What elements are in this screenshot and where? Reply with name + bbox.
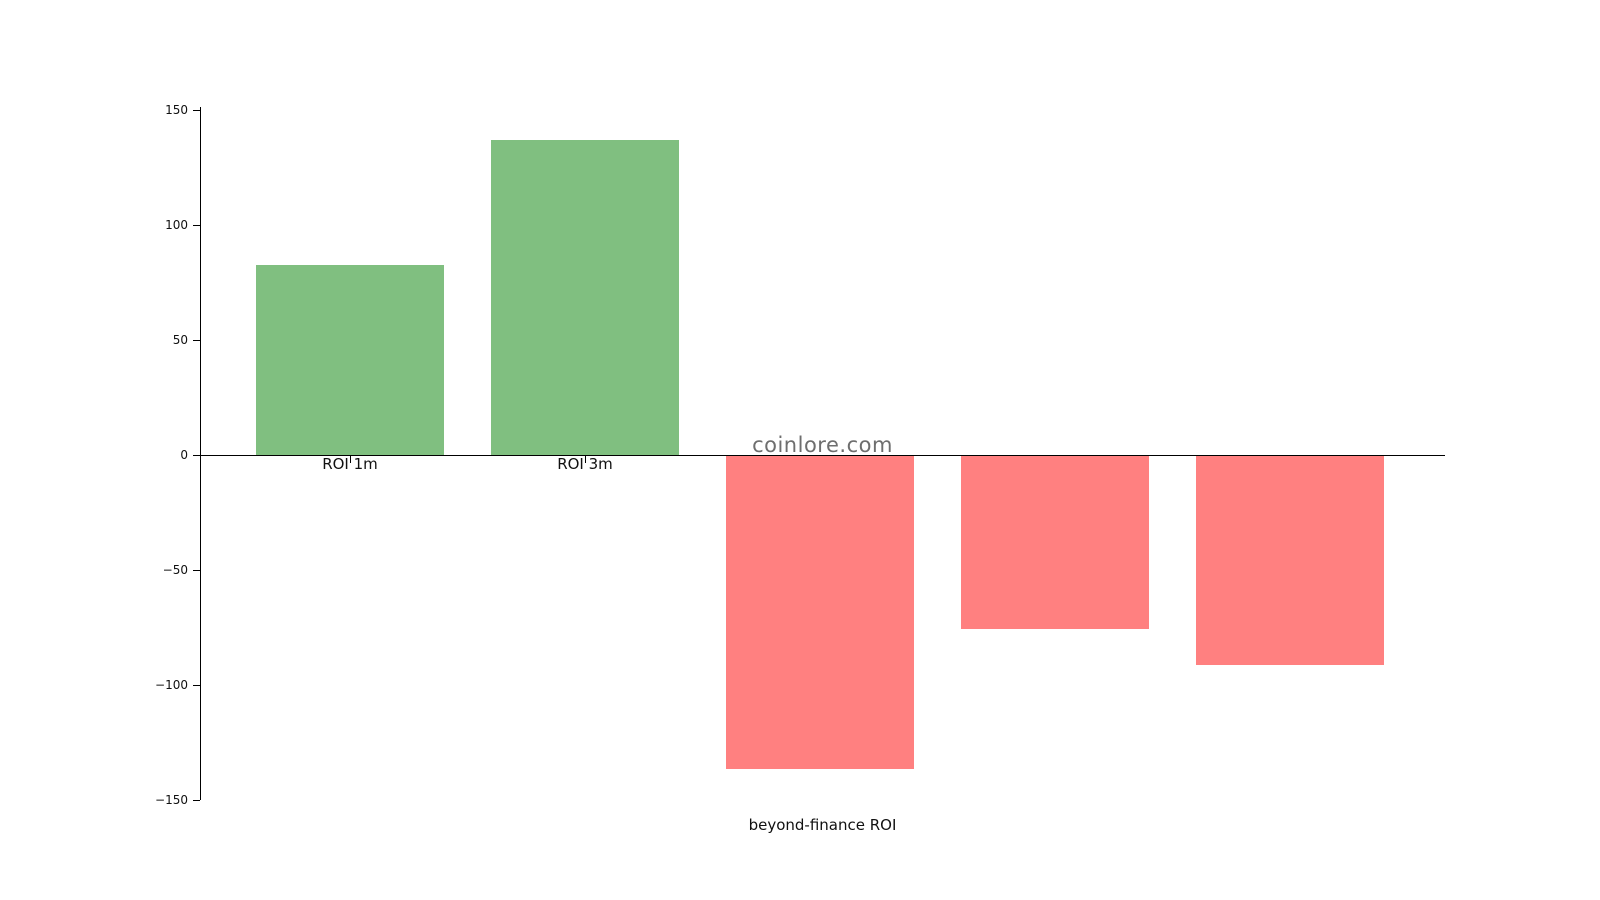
y-tick — [193, 570, 200, 571]
x-axis-title: beyond-finance ROI — [748, 816, 897, 834]
y-axis-spine — [200, 107, 201, 800]
y-tick — [193, 110, 200, 111]
y-tick-label: 50 — [172, 333, 188, 347]
y-tick-label: 0 — [180, 448, 188, 462]
y-tick — [193, 800, 200, 801]
y-tick-label: −150 — [155, 793, 188, 807]
bar-roi-3 — [726, 456, 914, 769]
y-tick — [193, 685, 200, 686]
x-tick — [585, 455, 586, 463]
bar-roi-3m — [491, 140, 679, 455]
x-tick — [350, 455, 351, 463]
y-tick — [193, 225, 200, 226]
bar-roi-1m — [256, 265, 444, 455]
y-tick-label: 150 — [165, 103, 188, 117]
y-tick-label: −100 — [155, 678, 188, 692]
x-tick-label: ROI 3m — [557, 455, 613, 473]
bar-roi-4 — [961, 456, 1149, 629]
x-axis-zero-line — [200, 455, 1445, 456]
x-tick-label: ROI 1m — [322, 455, 378, 473]
y-tick-label: 100 — [165, 218, 188, 232]
y-tick — [193, 455, 200, 456]
y-tick-label: −50 — [162, 563, 188, 577]
bar-roi-5 — [1196, 456, 1384, 665]
coinlore-watermark: coinlore.com — [752, 433, 893, 457]
y-tick — [193, 340, 200, 341]
